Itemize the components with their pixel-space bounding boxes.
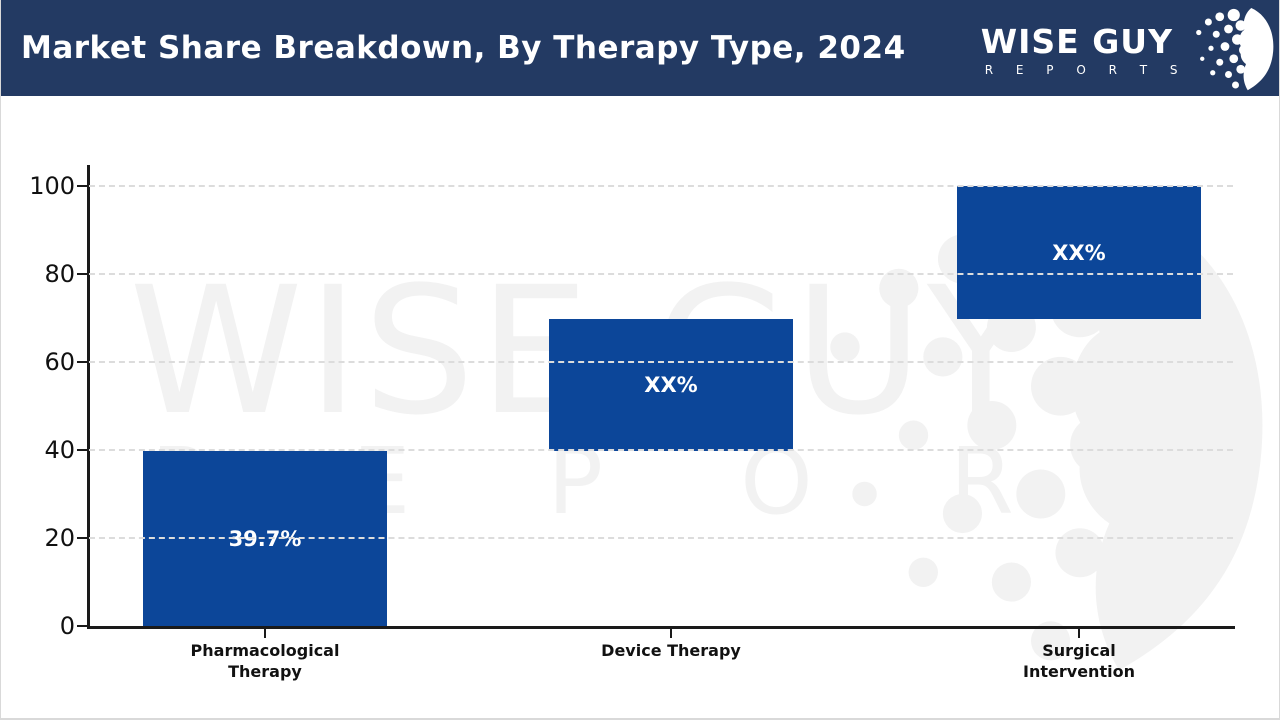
- header-bar: Market Share Breakdown, By Therapy Type,…: [1, 0, 1279, 96]
- y-tick-label: 60: [44, 348, 75, 376]
- bar: XX%: [549, 319, 793, 452]
- y-tick-mark: [77, 449, 87, 451]
- y-tick-mark: [77, 537, 87, 539]
- logo-text: WISE GUY R E P O R T S: [980, 21, 1187, 77]
- page-title: Market Share Breakdown, By Therapy Type,…: [21, 30, 906, 66]
- y-axis-line: [87, 165, 90, 629]
- x-axis-line: [87, 626, 1235, 629]
- x-tick-mark: [670, 629, 672, 638]
- logo-subtitle: R E P O R T S: [984, 62, 1187, 77]
- y-tick-label: 0: [59, 612, 75, 640]
- y-tick-label: 80: [44, 260, 75, 288]
- y-gridline: [89, 361, 1233, 363]
- y-tick-mark: [77, 361, 87, 363]
- y-tick-label: 40: [44, 436, 75, 464]
- y-gridline: [89, 449, 1233, 451]
- x-category-label: Pharmacological Therapy: [190, 641, 340, 681]
- y-tick-label: 20: [44, 524, 75, 552]
- bar-value-label: XX%: [1052, 240, 1106, 265]
- y-tick-mark: [77, 273, 87, 275]
- y-tick-mark: [77, 625, 87, 627]
- bar: XX%: [957, 186, 1201, 320]
- wise-guy-logo: WISE GUY R E P O R T S: [981, 8, 1275, 92]
- y-gridline: [89, 537, 1233, 539]
- y-tick-mark: [77, 185, 87, 187]
- x-tick-mark: [264, 629, 266, 638]
- x-category-label: Device Therapy: [601, 641, 741, 660]
- y-gridline: [89, 185, 1233, 187]
- y-tick-label: 100: [29, 172, 75, 200]
- y-gridline: [89, 273, 1233, 275]
- x-tick-mark: [1078, 629, 1080, 638]
- logo-head-dots-icon: [1196, 8, 1274, 91]
- logo-wordmark: WISE GUY: [980, 21, 1173, 61]
- bar-value-label: XX%: [644, 373, 698, 398]
- x-category-label: Surgical Intervention: [1023, 641, 1135, 681]
